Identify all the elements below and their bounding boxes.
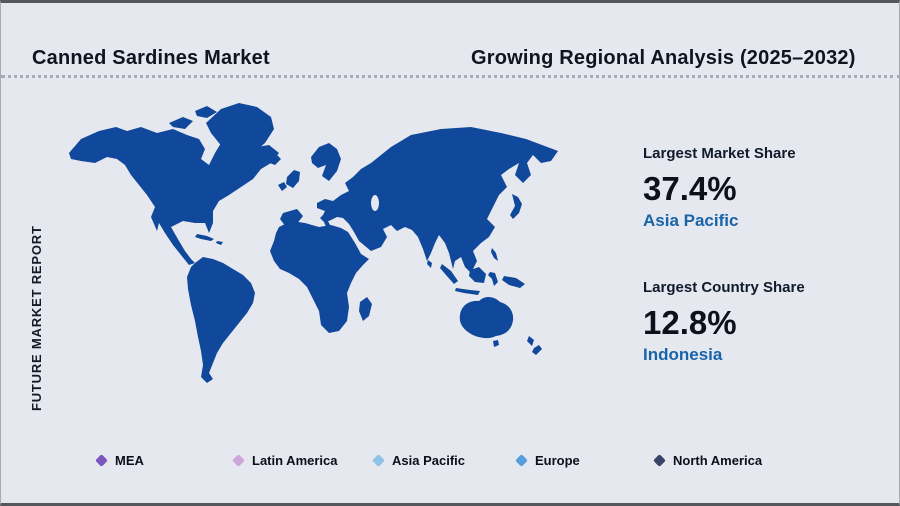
legend-item-latin-america: Latin America: [232, 449, 338, 471]
legend-item-europe: Europe: [515, 449, 580, 471]
diamond-icon: [95, 453, 108, 467]
map-japan: [510, 194, 522, 219]
diamond-icon: [653, 453, 666, 467]
map-caribbean: [195, 234, 223, 245]
analysis-title: Growing Regional Analysis (2025–2032): [471, 47, 856, 69]
legend-label: MEA: [115, 452, 144, 468]
map-iceland: [266, 154, 281, 165]
legend-label: Asia Pacific: [392, 452, 465, 468]
diamond-icon: [372, 453, 385, 467]
dotted-divider: [1, 75, 899, 78]
stats-panel: Largest Market Share 37.4% Asia Pacific …: [643, 145, 883, 365]
stat-label: Largest Market Share: [643, 145, 796, 162]
region-legend: MEA Latin America Asia Pacific Europe No…: [1, 449, 899, 475]
legend-item-asia-pacific: Asia Pacific: [372, 449, 465, 471]
stat-value: 37.4%: [643, 170, 737, 207]
world-map: [69, 103, 558, 383]
map-africa: [270, 221, 369, 333]
map-philippines: [491, 248, 498, 261]
legend-label: Europe: [535, 452, 580, 468]
stat-label: Largest Country Share: [643, 279, 805, 296]
legend-item-mea: MEA: [95, 449, 144, 471]
map-new-zealand: [527, 336, 542, 355]
legend-label: North America: [673, 452, 763, 468]
map-british-isles: [278, 170, 300, 191]
map-north-america: [69, 127, 279, 265]
map-eurasia: [317, 127, 558, 273]
map-madagascar: [359, 297, 372, 321]
diamond-icon: [515, 453, 528, 467]
map-greenland: [206, 103, 274, 161]
map-australia: [459, 296, 514, 339]
report-title: Canned Sardines Market: [32, 47, 270, 69]
diamond-icon: [232, 453, 245, 467]
stat-largest-market-share: Largest Market Share 37.4% Asia Pacific: [643, 145, 883, 231]
stat-value: 12.8%: [643, 304, 737, 341]
map-scandinavia: [311, 143, 341, 181]
stat-region: Indonesia: [643, 345, 723, 364]
map-indonesia: [440, 264, 525, 295]
map-sri-lanka: [427, 260, 432, 268]
map-south-america: [187, 257, 255, 383]
world-map-container: [61, 91, 621, 403]
map-caspian-sea: [371, 195, 379, 211]
map-tasmania: [493, 340, 499, 347]
legend-item-north-america: North America: [653, 449, 763, 471]
legend-label: Latin America: [252, 452, 338, 468]
brand-watermark: FUTURE MARKET REPORT: [29, 225, 44, 411]
stat-largest-country-share: Largest Country Share 12.8% Indonesia: [643, 279, 883, 365]
stat-region: Asia Pacific: [643, 211, 739, 230]
